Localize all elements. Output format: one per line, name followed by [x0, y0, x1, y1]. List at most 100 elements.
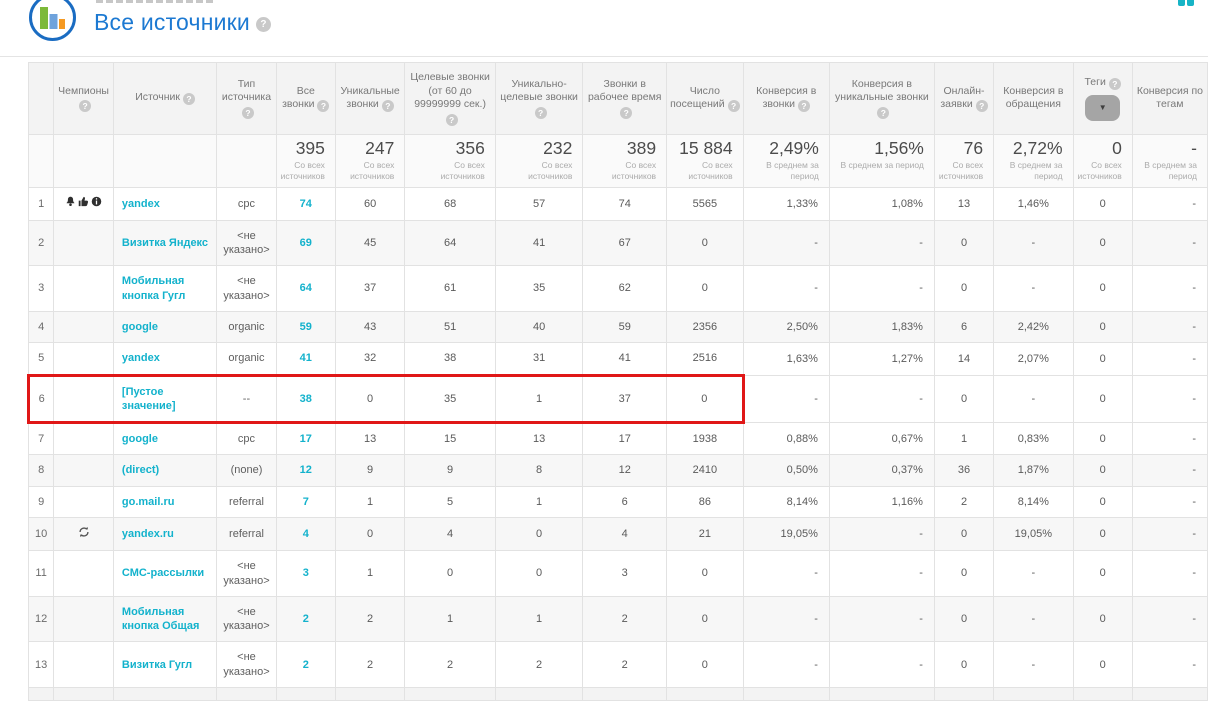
help-icon[interactable]: ? — [620, 107, 633, 120]
source-link[interactable]: yandex — [121, 352, 160, 365]
cell-visits: 2410 — [666, 454, 744, 487]
sync-icon — [78, 526, 90, 542]
table-row: 3 Мобильная кнопка Гугл <не указано> 64 37 61… — [27, 265, 1208, 312]
cell-conversion-requests: - — [993, 595, 1074, 643]
source-link[interactable]: СМС-рассылки — [121, 567, 205, 580]
source-type-cell: <не указано> — [216, 265, 277, 312]
summary-cell — [112, 133, 218, 189]
all-calls-link[interactable]: 17 — [299, 433, 312, 446]
cell-all-calls: 7 — [275, 485, 336, 518]
source-link[interactable]: Мобильная кнопка Общая — [121, 605, 200, 633]
cell-conversion-requests: 0,83% — [993, 422, 1074, 456]
title-help-icon[interactable]: ? — [255, 17, 271, 32]
cell-conversion-calls: 1,63% — [742, 342, 830, 376]
cell-conversion-unique-calls: 1,83% — [828, 310, 935, 344]
column-header-work-hours-calls: Звонки в рабочее время? — [582, 62, 668, 135]
summary-cell: 232 Со всех источников — [494, 133, 584, 189]
source-link[interactable]: (direct) — [121, 464, 160, 477]
all-calls-link[interactable]: 64 — [299, 282, 312, 295]
help-icon[interactable]: ? — [317, 100, 330, 113]
help-icon[interactable]: ? — [534, 107, 547, 120]
help-icon[interactable]: ? — [183, 93, 196, 106]
cell-target-calls: 38 — [404, 342, 496, 376]
source-link[interactable]: yandex.ru — [121, 527, 174, 540]
summary-value: 2,72% — [1012, 137, 1063, 158]
help-icon[interactable]: ? — [877, 107, 890, 120]
cell-unique-calls: 9 — [334, 454, 406, 487]
column-label: Все звонки — [282, 84, 315, 111]
cell-unique-calls: 60 — [334, 187, 406, 221]
cell-conversion-tags: - — [1131, 454, 1208, 487]
column-header-visits: Число посещений? — [666, 62, 744, 135]
source-link[interactable]: Визитка Яндекс — [121, 236, 209, 249]
cell-visits: 1938 — [666, 422, 744, 456]
source-link[interactable]: Мобильная кнопка Гугл — [121, 275, 186, 302]
cell-conversion-calls: - — [742, 374, 830, 424]
help-icon[interactable]: ? — [381, 100, 394, 113]
cell-all-calls: 74 — [275, 187, 336, 221]
cell-conversion-requests: 2,42% — [993, 310, 1074, 344]
all-calls-link[interactable]: 41 — [299, 352, 312, 365]
cell-conversion-unique-calls: - — [828, 219, 935, 267]
cell-all-calls: 4 — [275, 516, 336, 552]
all-calls-link[interactable]: 2 — [302, 658, 309, 671]
cell-visits: 0 — [666, 641, 744, 689]
cell-target-calls: 4 — [404, 516, 496, 552]
cell-conversion-calls: 2,50% — [742, 310, 830, 344]
help-icon[interactable]: ? — [79, 100, 92, 113]
info-icon — [91, 196, 102, 211]
cell-unique-calls: 1 — [334, 550, 406, 597]
champions-cell — [53, 342, 114, 376]
cell-conversion-calls: 8,14% — [742, 485, 830, 518]
source-link[interactable]: go.mail.ru — [121, 495, 175, 508]
cell-work-hours-calls: 67 — [582, 219, 668, 267]
all-calls-link[interactable]: 4 — [302, 527, 309, 540]
cell-conversion-requests: - — [993, 374, 1074, 424]
cell-unique-target-calls: 41 — [494, 219, 584, 267]
column-header-tags: Теги? ▼ — [1072, 62, 1133, 135]
help-icon[interactable]: ? — [975, 100, 988, 113]
cell-conversion-tags: - — [1131, 641, 1208, 689]
cell-target-calls: 15 — [404, 422, 496, 456]
cell-unique-calls: 13 — [334, 422, 406, 456]
cell-visits: 0 — [666, 265, 744, 312]
summary-value: - — [1191, 137, 1197, 158]
cell-conversion-requests: 8,14% — [993, 485, 1074, 518]
column-header-source-type: Тип источника? — [216, 62, 277, 135]
cell-target-calls: 35 — [404, 373, 496, 425]
help-icon[interactable]: ? — [797, 100, 810, 113]
all-calls-link[interactable]: 69 — [299, 236, 312, 249]
all-calls-link[interactable]: 3 — [302, 567, 309, 580]
cell-conversion-tags: - — [1131, 595, 1208, 643]
cell-conversion-requests: 1,87% — [993, 454, 1074, 487]
source-link[interactable]: google — [121, 320, 158, 333]
all-calls-link[interactable]: 38 — [299, 392, 312, 405]
help-icon[interactable]: ? — [445, 113, 458, 126]
bookmark-icon[interactable] — [1178, 0, 1194, 6]
all-calls-link[interactable]: 59 — [299, 320, 312, 333]
cell-unique-calls: 45 — [334, 219, 406, 267]
help-icon[interactable]: ? — [241, 107, 254, 120]
summary-cell: 15 884 Со всех источников — [666, 133, 744, 189]
cell-work-hours-calls: 41 — [582, 342, 668, 376]
cell-tags: 0 — [1072, 641, 1133, 689]
cell-conversion-tags: - — [1131, 422, 1208, 456]
all-calls-link[interactable]: 12 — [299, 464, 312, 477]
champions-cell — [53, 265, 114, 312]
tags-filter-button[interactable]: ▼ — [1085, 94, 1121, 121]
cell-conversion-calls: - — [742, 550, 830, 597]
source-link[interactable]: yandex — [121, 197, 160, 210]
cell-tags: 0 — [1072, 374, 1133, 424]
help-icon[interactable]: ? — [727, 100, 740, 113]
source-link[interactable]: google — [121, 433, 158, 446]
all-calls-link[interactable]: 74 — [299, 197, 312, 210]
all-calls-link[interactable]: 7 — [302, 495, 309, 508]
summary-value: 2,49% — [769, 137, 819, 158]
cell-visits: 0 — [666, 595, 744, 643]
column-label: Конверсия в уникальные звонки — [835, 77, 929, 104]
source-link[interactable]: Визитка Гугл — [121, 658, 193, 671]
all-calls-link[interactable]: 2 — [302, 613, 309, 626]
cell-online-requests: 0 — [933, 219, 995, 267]
help-icon[interactable]: ? — [1108, 77, 1121, 90]
source-link[interactable]: [Пустое значение] — [121, 385, 176, 412]
